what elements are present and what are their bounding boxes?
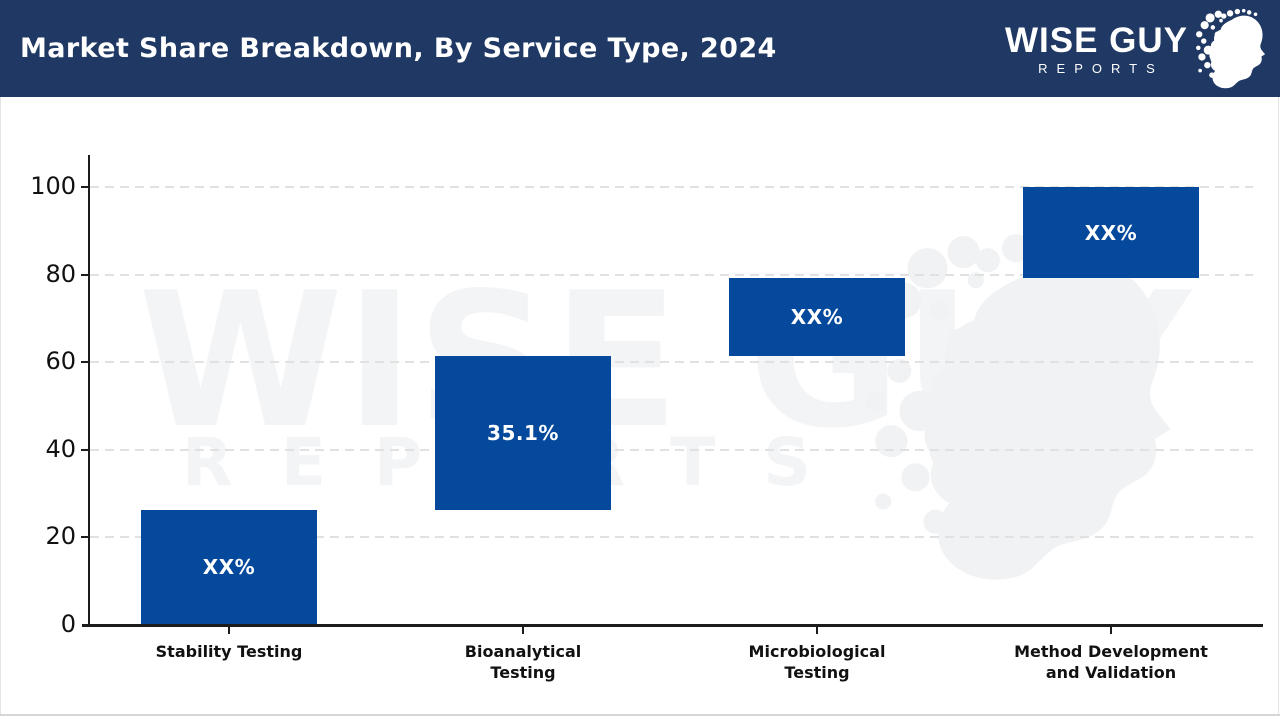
y-axis-tick-label: 80 xyxy=(45,259,76,288)
y-axis-tick-label: 100 xyxy=(30,172,76,200)
y-tickmark xyxy=(81,273,88,276)
logo-wordmark: WISE GUY xyxy=(1004,21,1188,60)
y-tickmark xyxy=(81,186,88,188)
gridline xyxy=(90,273,1253,276)
category-label: Method Development and Validation xyxy=(1014,642,1208,682)
page-title: Market Share Breakdown, By Service Type,… xyxy=(20,33,777,64)
x-tickmark xyxy=(816,627,818,634)
watermark-dotted-face-icon xyxy=(865,228,1171,580)
x-axis-line xyxy=(82,624,1263,627)
bar-segment: XX% xyxy=(141,509,317,625)
bar-segment: XX% xyxy=(729,278,905,357)
bar-value-label: XX% xyxy=(790,305,844,330)
gridline xyxy=(90,361,1253,364)
logo-subtitle: REPORTS xyxy=(1038,61,1164,76)
bar-value-label: XX% xyxy=(1084,220,1138,245)
bar-value-label: XX% xyxy=(202,555,256,580)
y-axis-tick-label: 0 xyxy=(60,610,76,638)
gridline xyxy=(90,536,1253,539)
gridline xyxy=(90,448,1253,451)
wiseguy-logo: WISE GUY REPORTS xyxy=(1005,4,1268,94)
y-tickmark xyxy=(81,361,88,364)
x-tickmark xyxy=(522,627,524,634)
y-axis-tick-label: 60 xyxy=(45,347,76,376)
bar-segment: 35.1% xyxy=(435,356,611,510)
logo-text: WISE GUY REPORTS xyxy=(1004,21,1188,77)
dotted-face-profile-icon xyxy=(1196,8,1266,89)
page-border-bottom xyxy=(0,714,1280,716)
bar-segment: XX% xyxy=(1023,187,1199,279)
page-border-right xyxy=(1278,97,1279,716)
x-tickmark xyxy=(1110,627,1112,634)
bar-value-label: 35.1% xyxy=(487,420,559,445)
y-axis-tick-label: 20 xyxy=(45,522,76,551)
x-tickmark xyxy=(228,627,230,634)
y-axis-tick-label: 40 xyxy=(45,434,76,463)
category-label: Stability Testing xyxy=(155,642,303,661)
page-border-left xyxy=(0,97,1,716)
category-label: Microbiological Testing xyxy=(748,642,886,682)
category-label: Bioanalytical Testing xyxy=(464,642,582,682)
y-tickmark xyxy=(81,448,88,451)
header-bar: Market Share Breakdown, By Service Type,… xyxy=(0,0,1280,97)
y-axis-line xyxy=(88,155,90,626)
gridline xyxy=(90,186,1253,188)
y-tickmark xyxy=(81,536,88,539)
